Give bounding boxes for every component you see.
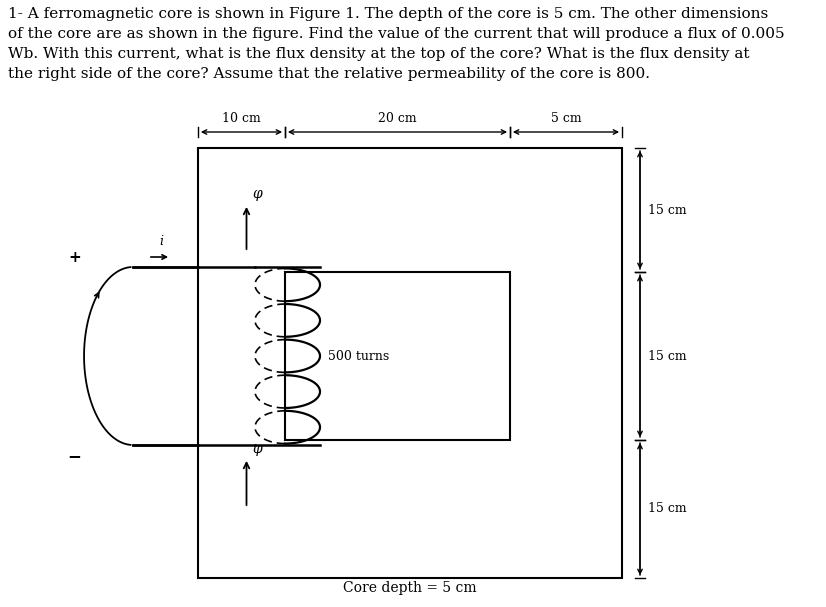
Text: φ: φ	[253, 442, 262, 456]
Text: 15 cm: 15 cm	[648, 350, 686, 362]
Text: i: i	[159, 235, 164, 248]
Text: 10 cm: 10 cm	[222, 112, 261, 125]
Text: 1- A ferromagnetic core is shown in Figure 1. The depth of the core is 5 cm. The: 1- A ferromagnetic core is shown in Figu…	[8, 7, 785, 81]
Text: 15 cm: 15 cm	[648, 503, 686, 515]
Text: 5 cm: 5 cm	[551, 112, 582, 125]
Text: 20 cm: 20 cm	[378, 112, 417, 125]
Text: +: +	[69, 250, 81, 265]
Text: −: −	[67, 447, 81, 465]
Text: Core depth = 5 cm: Core depth = 5 cm	[343, 581, 477, 595]
Text: 15 cm: 15 cm	[648, 203, 686, 217]
Text: φ: φ	[253, 187, 262, 201]
Text: 500 turns: 500 turns	[328, 350, 389, 362]
